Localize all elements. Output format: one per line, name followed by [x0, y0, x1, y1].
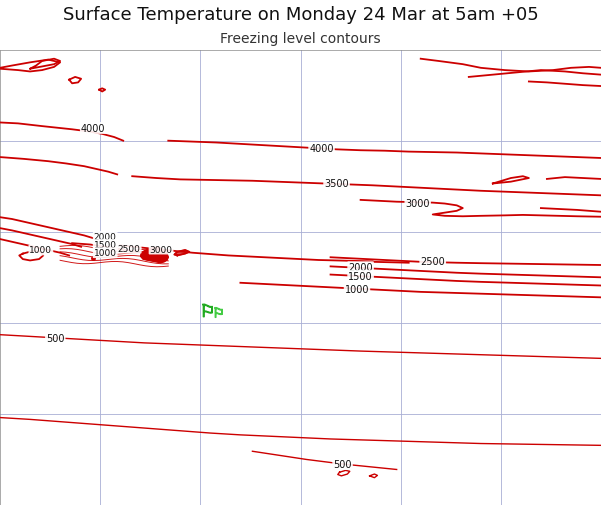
Text: 3500: 3500 — [325, 179, 349, 189]
Text: 500: 500 — [334, 459, 352, 469]
Text: 4000: 4000 — [310, 144, 334, 154]
Text: 500: 500 — [46, 333, 64, 343]
Text: 1500: 1500 — [94, 240, 117, 249]
Text: 1000: 1000 — [94, 249, 117, 258]
Polygon shape — [141, 248, 168, 263]
Text: 3000: 3000 — [406, 198, 430, 208]
Polygon shape — [174, 250, 189, 256]
Text: Freezing level contours: Freezing level contours — [220, 32, 381, 46]
Text: 1000: 1000 — [345, 285, 369, 294]
Text: 4000: 4000 — [81, 124, 105, 134]
Text: 3000: 3000 — [150, 245, 172, 254]
Text: Surface Temperature on Monday 24 Mar at 5am +05: Surface Temperature on Monday 24 Mar at … — [63, 6, 538, 24]
Text: 2500: 2500 — [420, 257, 445, 267]
Text: 2500: 2500 — [118, 244, 141, 253]
Text: 2000: 2000 — [94, 232, 117, 241]
Text: 1500: 1500 — [349, 271, 373, 281]
Text: 1000: 1000 — [29, 246, 52, 255]
Text: 2000: 2000 — [349, 263, 373, 273]
